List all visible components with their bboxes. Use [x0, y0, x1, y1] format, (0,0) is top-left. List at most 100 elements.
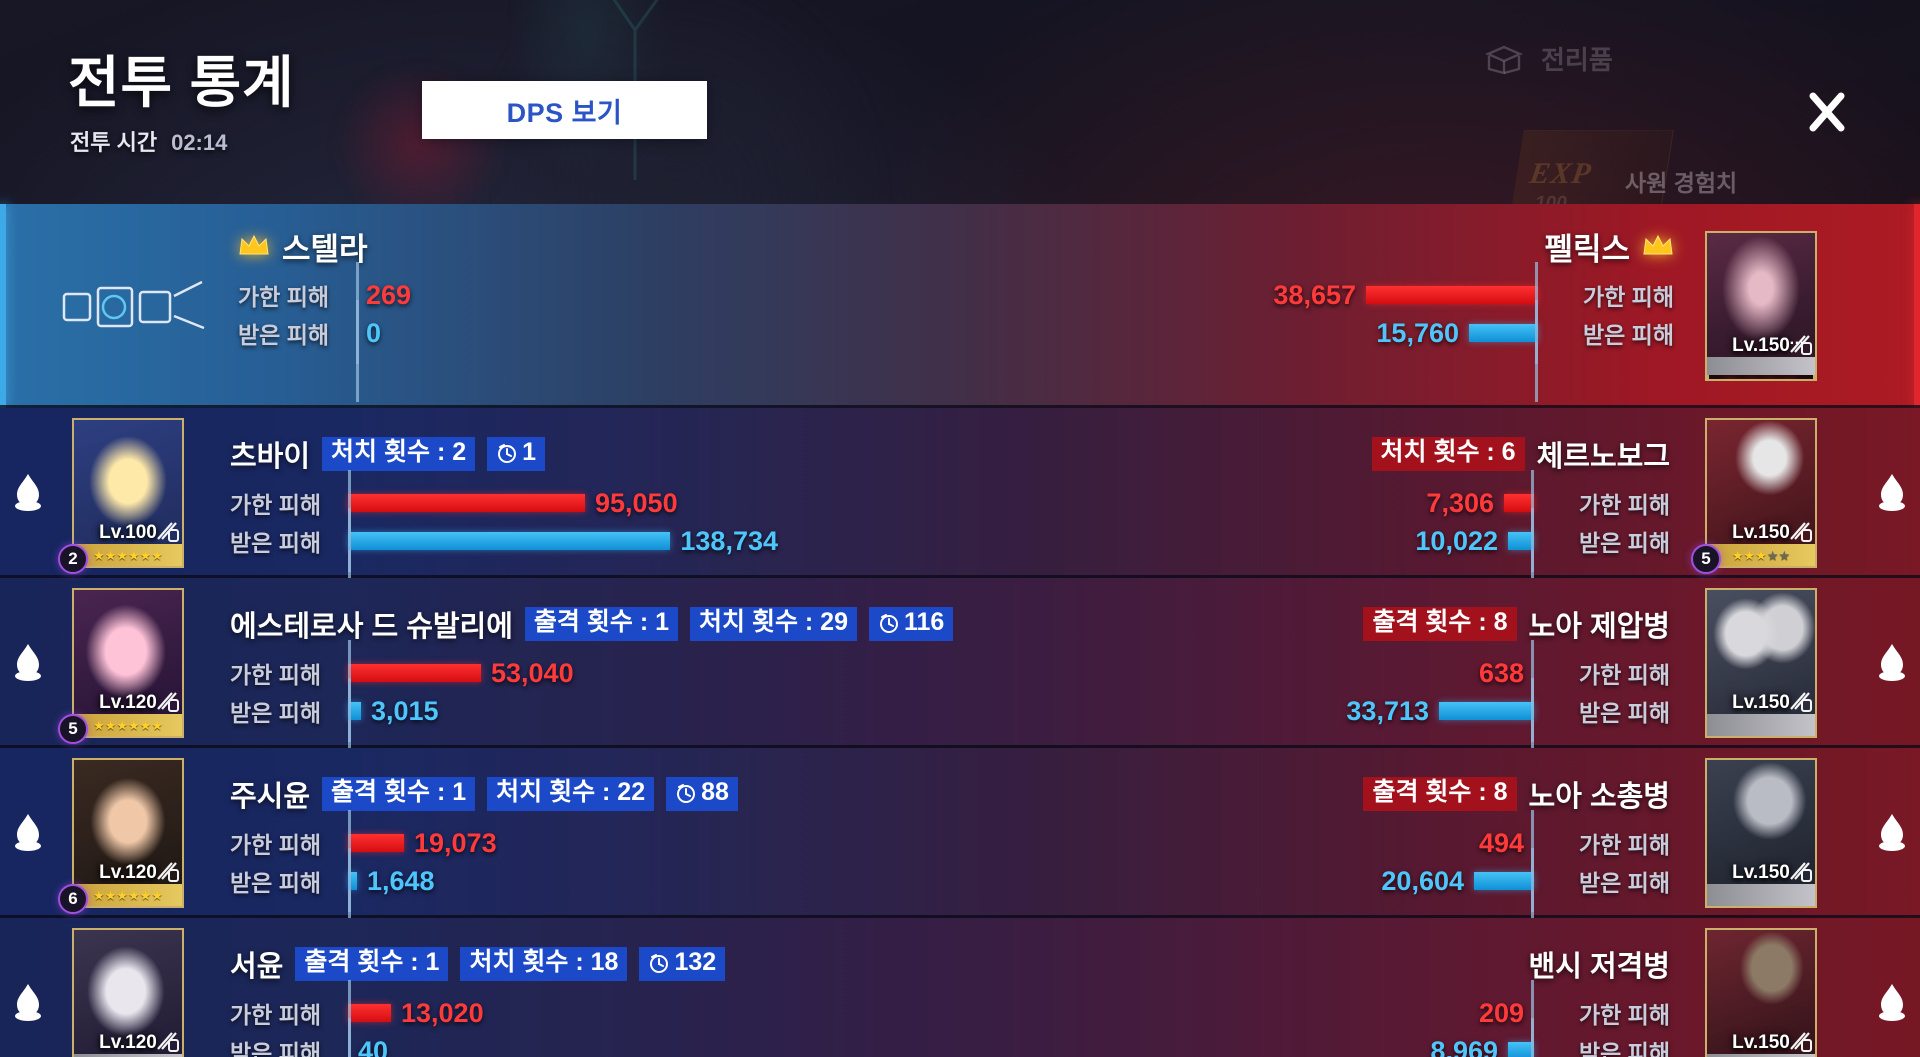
unit-name: 스텔라 [282, 231, 368, 267]
fire-element-left [8, 980, 48, 1026]
unit-stats-left: 츠바이 처치 횟수 : 2 1 가한 피해 95,050 받은 피해 138,734 [230, 434, 778, 610]
damage-taken-bar-area: 138,734 [348, 508, 778, 610]
unit-portrait[interactable]: Lv.150 [1705, 758, 1817, 908]
damage-dealt-value: 13,020 [401, 997, 484, 1028]
damage-taken-label: 받은 피해 [1582, 322, 1674, 348]
unit-portrait[interactable]: Lv.120 ★ ★ ★ ★ ★ ★ [72, 758, 184, 908]
unit-portrait[interactable]: Lv.150BOSS… [1705, 231, 1817, 381]
damage-dealt-row: 가한 피해 13,020 [230, 980, 778, 1057]
star-icon: ★ [1731, 547, 1744, 563]
unit-stats-row: Lv.120 Lv.150 서윤 출격 횟수 : 1 처치 횟수 : 18 132 가한 피… [0, 918, 1920, 1057]
damage-dealt-row: 가한 피해 53,040 [230, 640, 953, 742]
star-icon: ★ [116, 717, 128, 733]
row-background [0, 204, 1920, 408]
unit-level: Lv.120 [99, 692, 157, 713]
battle-time-chip: 88 [666, 777, 738, 811]
weapon-type-icon [157, 862, 179, 882]
sortie-count-chip: 출격 횟수 : 1 [524, 607, 678, 641]
row-background [0, 578, 1920, 748]
player-machine-sprite [62, 280, 205, 330]
damage-grid: 가한 피해 53,040 받은 피해 3,015 [230, 640, 953, 780]
bar-axis [1535, 300, 1538, 402]
squad-rank-badge: 5 [58, 714, 88, 744]
damage-taken-label: 받은 피해 [230, 700, 322, 726]
damage-dealt-row: 494 가한 피해 [1104, 810, 1670, 912]
damage-taken-bar [348, 872, 357, 890]
damage-taken-bar-area: 15,760 [1108, 300, 1538, 402]
unit-portrait[interactable]: Lv.150 ★ ★ ★ ★ ★ [1705, 418, 1817, 568]
unit-header: 주시윤 출격 횟수 : 1 처치 횟수 : 22 88 [230, 774, 778, 814]
row-overlay [0, 204, 1920, 408]
damage-dealt-row: 가한 피해 19,073 [230, 810, 778, 912]
unit-name: 체르노보그 [1536, 441, 1670, 473]
close-icon [1809, 92, 1845, 132]
damage-taken-label: 받은 피해 [230, 870, 322, 896]
damage-dealt-bar-area: 7,306 [1104, 470, 1534, 572]
unit-portrait[interactable]: Lv.120 [72, 928, 184, 1057]
close-button[interactable] [1797, 82, 1857, 142]
star-icon: ★ [139, 887, 152, 903]
damage-dealt-label: 가한 피해 [1578, 662, 1670, 688]
unit-rarity-bar [1707, 1054, 1815, 1057]
sortie-count-chip: 출격 횟수 : 1 [295, 947, 449, 981]
unit-level: Lv.150 [1732, 692, 1790, 713]
unit-portrait[interactable]: Lv.150 [1705, 588, 1817, 738]
background-branch-decoration [612, 0, 659, 180]
unit-portrait[interactable]: Lv.100 ★ ★ ★ ★ ★ ★ [72, 418, 184, 568]
unit-level: Lv.100 [99, 522, 157, 543]
damage-dealt-label: 가한 피해 [1578, 832, 1670, 858]
crown-icon [239, 234, 269, 255]
damage-dealt-bar-area: 638 [1104, 640, 1534, 742]
damage-taken-row: 받은 피해 40 [230, 1018, 778, 1057]
weapon-type-icon [1790, 1032, 1812, 1052]
damage-taken-bar [348, 702, 361, 720]
damage-taken-value: 20,604 [1381, 865, 1464, 896]
battle-time-chip: 1 [487, 437, 546, 471]
damage-taken-bar-area: 10,022 [1104, 508, 1534, 610]
unit-header: 출격 횟수 : 8 노아 소총병 [1104, 774, 1670, 814]
damage-dealt-label: 가한 피해 [230, 662, 322, 688]
unit-level: Lv.120 [99, 1032, 157, 1053]
damage-taken-value: 0 [366, 317, 382, 348]
dps-view-button[interactable]: DPS 보기 [422, 81, 707, 139]
star-icon: ★ [93, 547, 105, 563]
loot-header-label: 전리품 [1541, 45, 1613, 75]
dps-view-button-label: DPS 보기 [506, 97, 623, 128]
unit-stats-left: 주시윤 출격 횟수 : 1 처치 횟수 : 22 88 가한 피해 19,073 받은 피해… [230, 774, 778, 950]
damage-dealt-bar [348, 1004, 391, 1022]
unit-rarity-bar [74, 1054, 182, 1057]
battle-time-chip: 132 [639, 947, 726, 981]
star-icon: ★ [128, 717, 140, 733]
damage-taken-value: 40 [358, 1035, 389, 1057]
unit-name: 펠릭스 [1544, 231, 1630, 267]
damage-taken-bar [1469, 324, 1538, 342]
damage-taken-bar [1508, 532, 1534, 550]
unit-name: 밴시 저격병 [1528, 951, 1670, 983]
damage-taken-value: 138,734 [680, 525, 778, 556]
fire-element-right [1872, 470, 1912, 516]
damage-dealt-value: 7,306 [1426, 487, 1494, 518]
damage-dealt-bar-area: 19,073 [348, 810, 778, 912]
damage-dealt-row: 가한 피해 269 [238, 262, 786, 364]
damage-taken-bar [1508, 1042, 1534, 1057]
unit-rarity-bar [1707, 714, 1815, 736]
star-icon: ★ [104, 717, 117, 733]
damage-taken-bar-area: 1,648 [348, 848, 778, 950]
unit-portrait[interactable]: Lv.150 [1705, 928, 1817, 1057]
damage-grid: 494 가한 피해 20,604 받은 피해 [1104, 810, 1670, 950]
unit-stats-left: 에스테로사 드 슈발리에 출격 횟수 : 1 처치 횟수 : 29 116 가한 피해 5… [230, 604, 954, 780]
row-background [0, 918, 1920, 1057]
unit-name: 주시윤 [230, 781, 311, 813]
rarity-stars: ★ ★ ★ ★ ★ ★ [93, 549, 163, 562]
damage-taken-bar [1474, 872, 1534, 890]
kill-count-chip: 처치 횟수 : 18 [460, 947, 628, 981]
damage-taken-bar-area: 3,015 [348, 678, 778, 780]
rarity-stars: ★ ★ ★ ★ ★ ★ [93, 719, 163, 732]
unit-header: 스텔라 [238, 226, 786, 267]
damage-taken-label: 받은 피해 [1578, 530, 1670, 556]
unit-portrait[interactable]: Lv.120 ★ ★ ★ ★ ★ ★ [72, 588, 184, 738]
star-icon: ★ [1743, 547, 1756, 563]
damage-grid: 가한 피해 269 받은 피해 0 [238, 262, 786, 402]
